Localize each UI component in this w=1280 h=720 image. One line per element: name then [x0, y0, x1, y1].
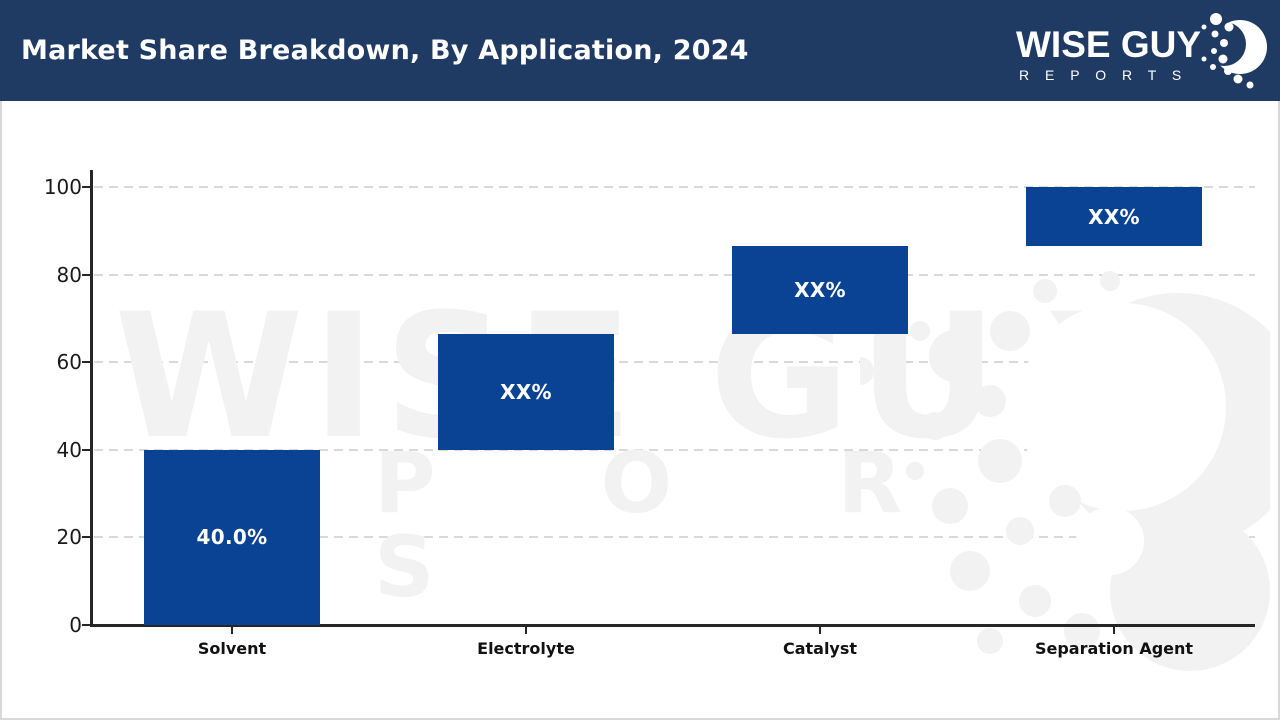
y-tick-label-0: 0	[69, 613, 82, 637]
bar-catalyst: XX%	[732, 246, 908, 334]
bar-label-separation-agent: XX%	[1088, 204, 1140, 229]
bar-label-solvent: 40.0%	[196, 525, 268, 550]
brand-logo: WISE GUY R E P O R T S	[1016, 7, 1272, 95]
gridline-80	[94, 273, 1255, 276]
x-axis	[90, 624, 1255, 627]
y-tick-mark-0	[82, 624, 90, 626]
y-tick-mark-80	[82, 273, 90, 276]
gridline-40	[94, 448, 1255, 451]
bar-separation-agent: XX%	[1026, 187, 1202, 247]
brand-logo-graphic: WISE GUY R E P O R T S	[1016, 13, 1267, 89]
y-tick-label-80: 80	[56, 262, 82, 287]
gridline-60	[94, 361, 1255, 364]
gridline-100	[94, 186, 1255, 188]
gridline-layer	[2, 101, 1278, 718]
y-tick-label-40: 40	[56, 437, 82, 462]
x-axis-label-separation-agent: Separation Agent	[1034, 639, 1194, 658]
y-axis	[90, 170, 93, 627]
x-axis-label-solvent: Solvent	[197, 639, 267, 658]
x-axis-label-catalyst: Catalyst	[782, 639, 858, 658]
x-tick-mark-catalyst	[819, 627, 821, 634]
gridline-20	[94, 536, 1255, 539]
brand-name: WISE GUY	[1016, 24, 1201, 65]
header: Market Share Breakdown, By Application, …	[0, 0, 1280, 101]
x-tick-mark-electrolyte	[525, 627, 527, 634]
y-tick-label-60: 60	[56, 350, 82, 375]
y-tick-mark-60	[82, 361, 90, 364]
x-tick-mark-separation-agent	[1113, 627, 1115, 634]
brand-subtitle: R E P O R T S	[1019, 67, 1187, 83]
x-tick-mark-solvent	[231, 627, 233, 634]
bar-solvent: 40.0%	[144, 449, 320, 625]
bar-label-catalyst: XX%	[794, 277, 846, 302]
chart-panel: WISE GU Y P O R T S	[0, 101, 1280, 720]
y-tick-mark-40	[82, 448, 90, 451]
y-tick-mark-100	[82, 186, 90, 188]
bar-label-electrolyte: XX%	[500, 379, 552, 404]
page-title: Market Share Breakdown, By Application, …	[21, 35, 749, 66]
x-axis-label-electrolyte: Electrolyte	[477, 639, 575, 658]
y-tick-mark-20	[82, 536, 90, 539]
dotted-head-profile-icon	[1201, 13, 1267, 89]
waterfall-chart: 0 20 40 60 80 100 40.0% Solvent XX% Electrolyte XX…	[2, 101, 1278, 718]
y-tick-label-20: 20	[56, 525, 82, 550]
y-tick-label-100: 100	[43, 175, 82, 199]
bar-electrolyte: XX%	[438, 333, 614, 450]
